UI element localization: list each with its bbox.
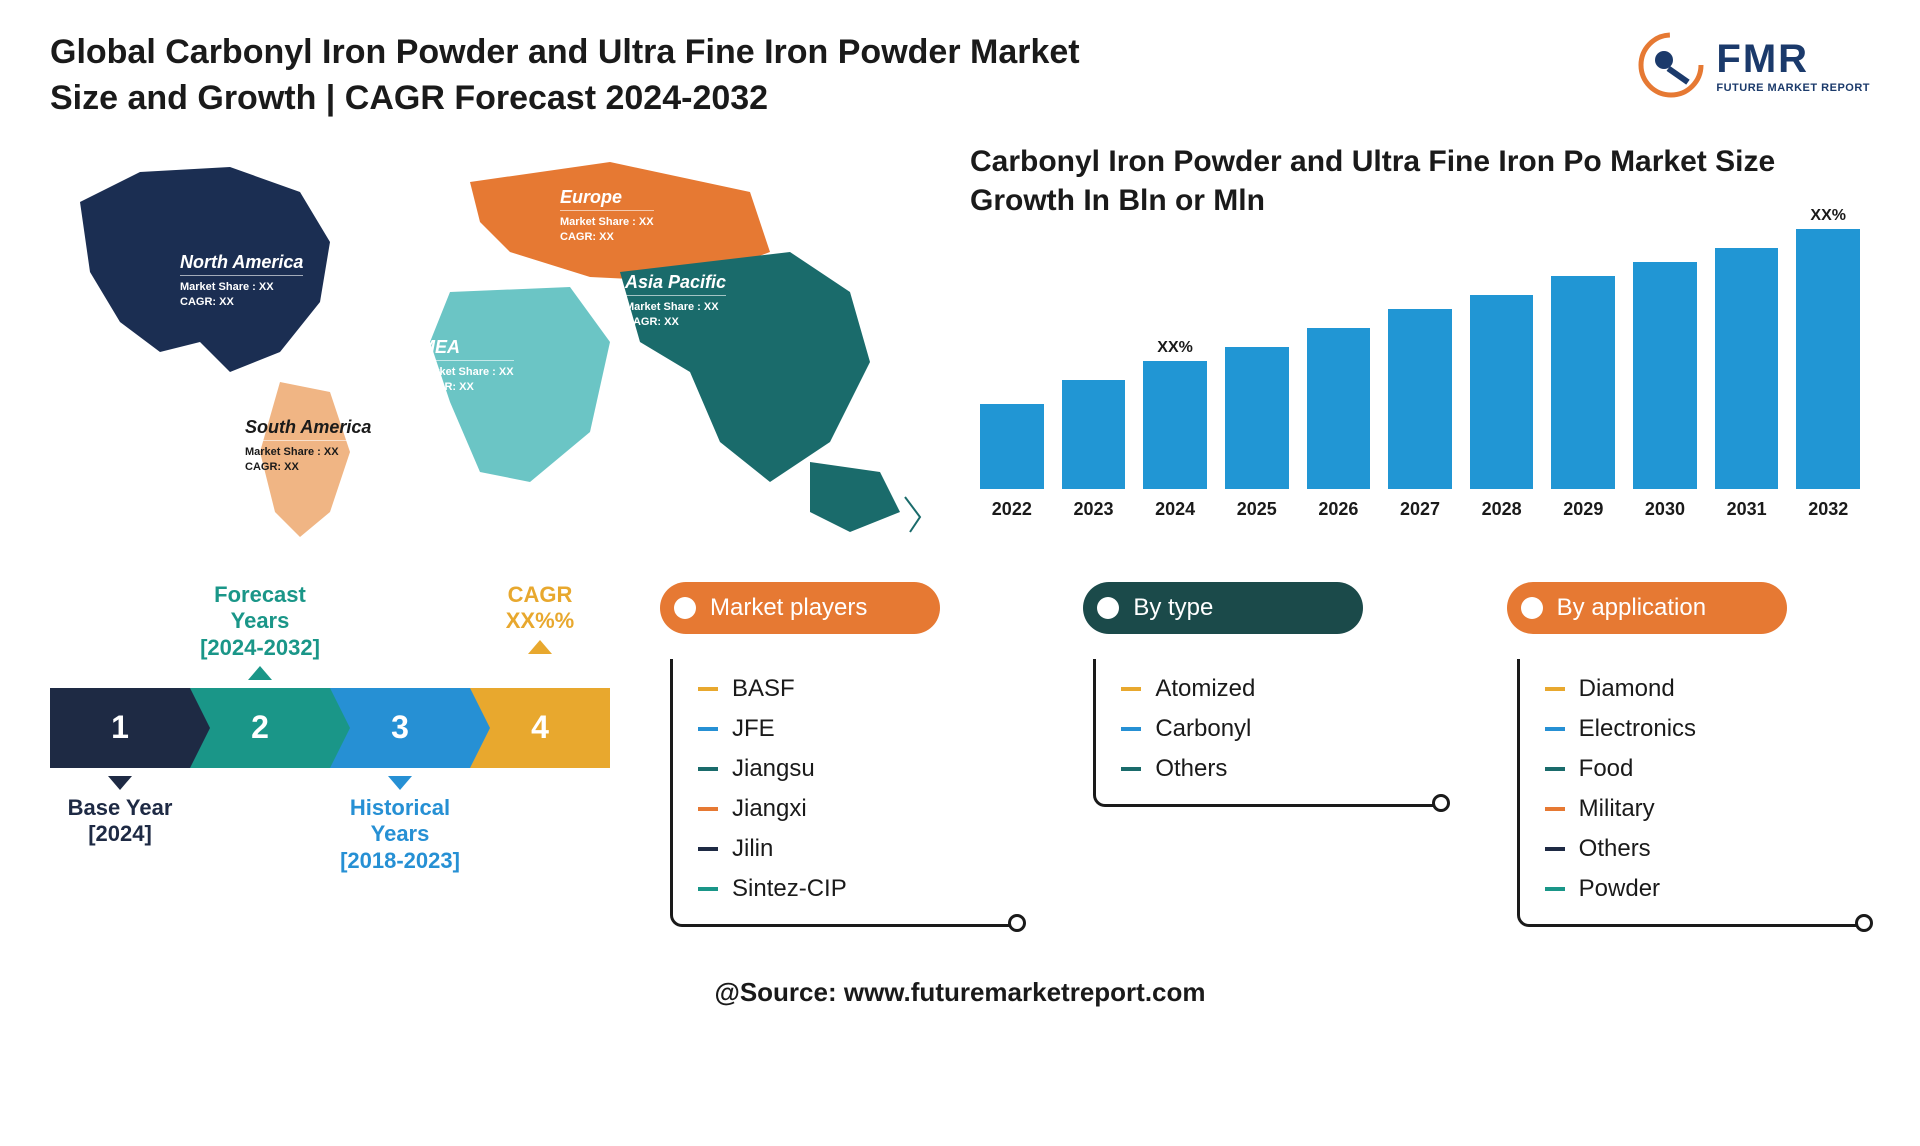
list-item: Jiangsu (698, 749, 1023, 789)
list-item: Sintez-CIP (698, 869, 1023, 909)
timeline-bar: 1234 (50, 688, 610, 768)
bar-chart-section: Carbonyl Iron Powder and Ultra Fine Iron… (970, 142, 1870, 542)
bar-2025: 2025 (1225, 347, 1289, 520)
timeline-label: Forecast Years[2024-2032] (190, 582, 330, 661)
region-label-mea: MEAMarket Share : XXCAGR: XX (420, 337, 514, 396)
list-item: Diamond (1545, 669, 1870, 709)
list-item: Jilin (698, 829, 1023, 869)
logo: FMR FUTURE MARKET REPORT (1636, 30, 1870, 100)
bar-2027: 2027 (1388, 309, 1452, 520)
header: Global Carbonyl Iron Powder and Ultra Fi… (50, 30, 1870, 122)
list-item: Atomized (1121, 669, 1446, 709)
list-item: Powder (1545, 869, 1870, 909)
list-item: Jiangxi (698, 789, 1023, 829)
bar-2024: XX%2024 (1143, 361, 1207, 520)
category-pill: By type (1083, 582, 1363, 634)
logo-text-main: FMR (1716, 37, 1870, 82)
category-by-application: By application DiamondElectronicsFoodMili… (1507, 582, 1870, 927)
timeline-seg-4: 4 (470, 688, 610, 768)
category-pill: Market players (660, 582, 940, 634)
chart-title: Carbonyl Iron Powder and Ultra Fine Iron… (970, 142, 1870, 220)
region-label-north-america: North AmericaMarket Share : XXCAGR: XX (180, 252, 303, 311)
bar-2030: 2030 (1633, 262, 1697, 520)
timeline-seg-1: 1 (50, 688, 190, 768)
list-item: Carbonyl (1121, 709, 1446, 749)
bar-2031: 2031 (1715, 248, 1779, 520)
content-row: North AmericaMarket Share : XXCAGR: XX So… (50, 142, 1870, 542)
bar-2028: 2028 (1470, 295, 1534, 520)
list-item: Military (1545, 789, 1870, 829)
timeline-label: CAGRXX%% (470, 582, 610, 635)
logo-text-sub: FUTURE MARKET REPORT (1716, 82, 1870, 94)
source-text: @Source: www.futuremarketreport.com (50, 977, 1870, 1008)
list-item: JFE (698, 709, 1023, 749)
region-label-asia-pacific: Asia PacificMarket Share : XXCAGR: XX (625, 272, 726, 331)
bar-2026: 2026 (1307, 328, 1371, 520)
bar-chart: 2022 2023 XX%2024 2025 2026 2027 2028 2029 2030 2… (970, 240, 1870, 520)
category-pill: By application (1507, 582, 1787, 634)
logo-icon (1636, 30, 1706, 100)
region-label-south-america: South AmericaMarket Share : XXCAGR: XX (245, 417, 371, 476)
list-item: Others (1545, 829, 1870, 869)
category-market-players: Market players BASFJFEJiangsuJiangxiJilin… (660, 582, 1023, 927)
list-item: Others (1121, 749, 1446, 789)
category-by-type: By type AtomizedCarbonylOthers (1083, 582, 1446, 927)
region-label-europe: EuropeMarket Share : XXCAGR: XX (560, 187, 654, 246)
bar-2029: 2029 (1551, 276, 1615, 520)
timeline-label: Base Year[2024] (50, 795, 190, 848)
list-item: Electronics (1545, 709, 1870, 749)
timeline: Forecast Years[2024-2032] CAGRXX%% 1234 B… (50, 582, 610, 874)
list-item: BASF (698, 669, 1023, 709)
bar-2032: XX%2032 (1796, 229, 1860, 520)
bottom-row: Forecast Years[2024-2032] CAGRXX%% 1234 B… (50, 582, 1870, 927)
bar-2023: 2023 (1062, 380, 1126, 520)
page-title: Global Carbonyl Iron Powder and Ultra Fi… (50, 30, 1150, 122)
list-item: Food (1545, 749, 1870, 789)
timeline-seg-3: 3 (330, 688, 470, 768)
world-map: North AmericaMarket Share : XXCAGR: XX So… (50, 142, 930, 542)
bar-2022: 2022 (980, 404, 1044, 520)
timeline-label: Historical Years[2018-2023] (330, 795, 470, 874)
timeline-seg-2: 2 (190, 688, 330, 768)
